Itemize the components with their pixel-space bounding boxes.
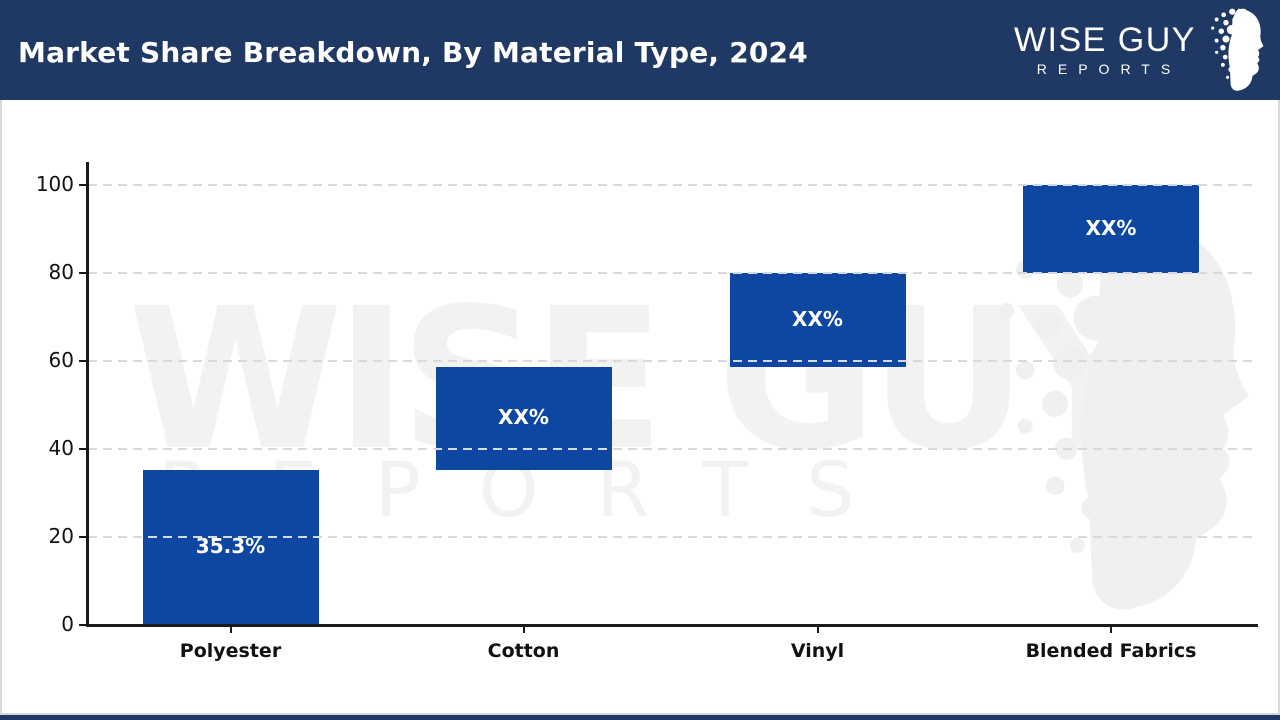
y-tick-mark bbox=[79, 624, 86, 626]
x-category-label: Polyester bbox=[179, 640, 282, 662]
y-tick-mark bbox=[79, 272, 86, 274]
wiseguy-head-icon bbox=[1211, 8, 1264, 91]
footer-stripe bbox=[0, 715, 1280, 720]
y-tick-mark bbox=[79, 536, 86, 538]
gridline-20 bbox=[88, 536, 1258, 538]
gridline-60 bbox=[88, 360, 1258, 362]
y-tick-label: 100 bbox=[35, 172, 74, 196]
chart-title: Market Share Breakdown, By Material Type… bbox=[18, 36, 808, 69]
x-category-label: Blended Fabrics bbox=[1025, 640, 1197, 662]
bar-cotton bbox=[435, 367, 612, 470]
y-tick-mark bbox=[79, 360, 86, 362]
y-tick-mark bbox=[79, 448, 86, 450]
y-tick-label: 40 bbox=[48, 436, 74, 460]
x-tick-mark bbox=[1110, 627, 1112, 633]
x-tick-mark bbox=[522, 627, 525, 633]
bar-value-label: XX% bbox=[1085, 216, 1137, 240]
bar-vinyl bbox=[729, 273, 906, 368]
x-tick-mark bbox=[229, 627, 232, 633]
x-category-label: Cotton bbox=[487, 640, 560, 662]
bar-value-label: XX% bbox=[792, 307, 843, 332]
y-tick-label: 20 bbox=[48, 524, 74, 548]
y-tick-label: 0 bbox=[61, 612, 74, 636]
y-tick-label: 60 bbox=[48, 348, 74, 372]
y-axis-spine bbox=[86, 162, 89, 627]
y-tick-mark bbox=[79, 184, 86, 186]
bar-value-label: 35.3% bbox=[195, 534, 266, 559]
bar-polyester bbox=[142, 469, 319, 625]
logo-text: WISE GUY REPORTS bbox=[1013, 21, 1196, 77]
logo-subtitle: REPORTS bbox=[1036, 60, 1182, 77]
x-category-label: Vinyl bbox=[790, 640, 845, 662]
header-band: Market Share Breakdown, By Material Type… bbox=[0, 0, 1280, 100]
gridline-80 bbox=[88, 272, 1258, 274]
bar-blended-fabrics bbox=[1023, 185, 1199, 273]
watermark-wordmark: WISE GUY bbox=[128, 266, 1161, 493]
wiseguy-logo: WISE GUY REPORTS bbox=[1014, 8, 1270, 92]
gridline-40 bbox=[88, 448, 1258, 450]
gridline-100 bbox=[88, 184, 1258, 186]
bar-value-label: XX% bbox=[498, 405, 549, 430]
x-axis-spine bbox=[86, 624, 1258, 627]
x-tick-mark bbox=[816, 627, 819, 633]
y-tick-label: 80 bbox=[48, 260, 74, 284]
logo-wordmark: WISE GUY bbox=[1013, 21, 1196, 60]
